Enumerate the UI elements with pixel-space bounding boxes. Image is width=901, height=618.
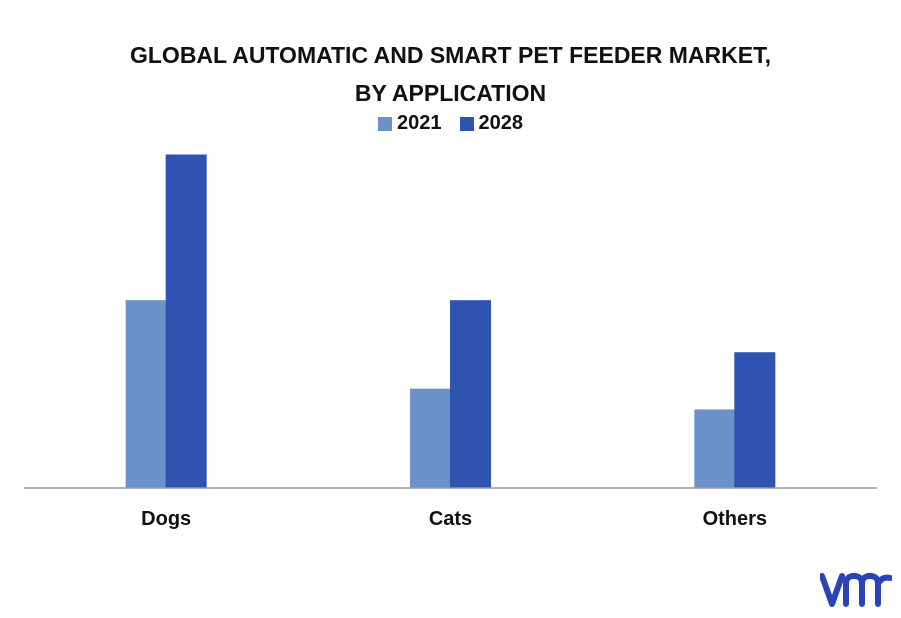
chart-title-line-2: BY APPLICATION <box>354 80 547 106</box>
x-tick-label-others: Others <box>703 508 767 530</box>
bar-others-2028 <box>734 352 776 489</box>
bar-dogs-2028 <box>165 154 207 489</box>
legend-label-2021: 2021 <box>397 112 442 134</box>
legend-swatch-2028 <box>459 116 474 131</box>
bar-dogs-2021 <box>125 300 167 489</box>
bar-others-2021 <box>694 409 736 489</box>
bar-cats-2028 <box>450 300 491 489</box>
legend-item-2021: 2021 <box>378 112 442 135</box>
chart-legend: 2021 2028 <box>0 112 901 135</box>
bar-cats-2021 <box>410 388 451 489</box>
legend-item-2028: 2028 <box>459 112 524 135</box>
x-tick-label-cats: Cats <box>429 508 472 530</box>
legend-label-2028: 2028 <box>478 112 524 134</box>
x-tick-label-dogs: Dogs <box>141 508 191 530</box>
legend-swatch-2021 <box>378 116 392 131</box>
vmr-logo-icon <box>820 572 892 607</box>
chart-title-line-1: GLOBAL AUTOMATIC AND SMART PET FEEDER MA… <box>129 42 771 68</box>
chart-title: GLOBAL AUTOMATIC AND SMART PET FEEDER MA… <box>0 36 901 112</box>
